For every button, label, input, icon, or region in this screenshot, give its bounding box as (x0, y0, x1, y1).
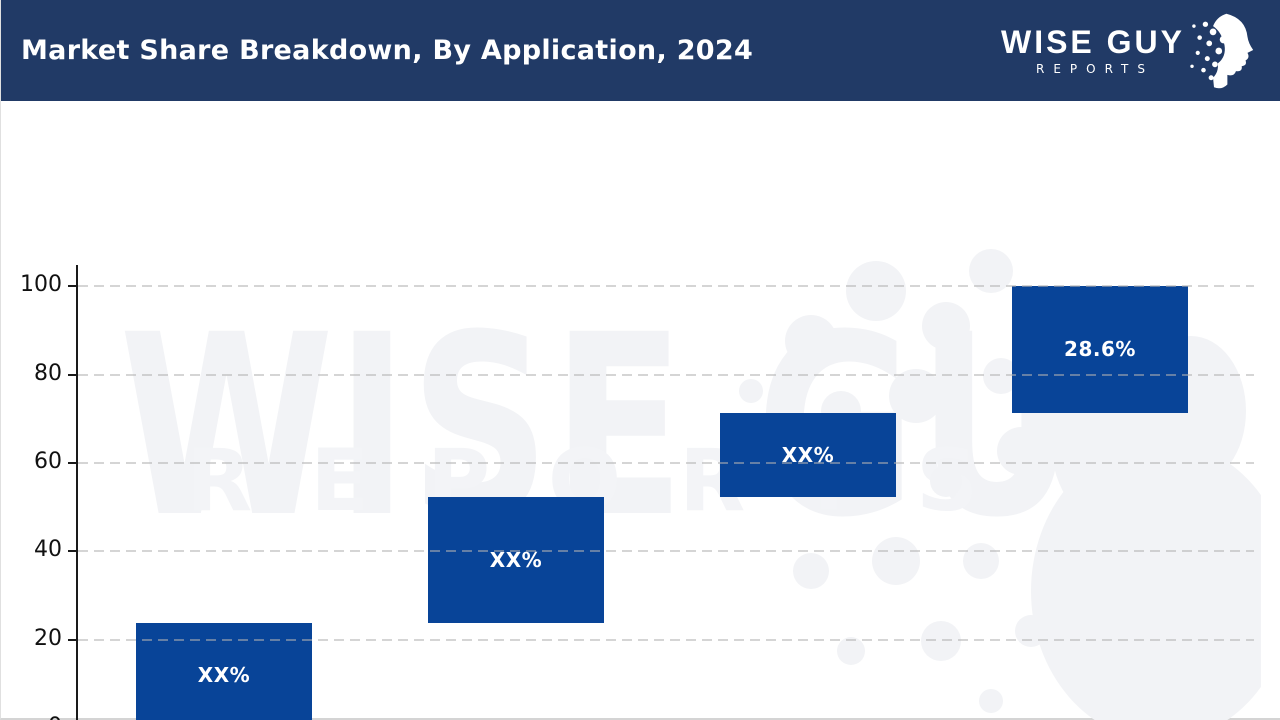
logo-head-icon (1171, 9, 1257, 93)
logo-text: WISE GUY REPORTS (1001, 26, 1185, 76)
gridline-y-60 (78, 461, 1254, 464)
wise-guy-logo: WISE GUY REPORTS (1001, 9, 1257, 93)
page-title: Market Share Breakdown, By Application, … (21, 35, 754, 66)
y-tick-label: 0 (48, 714, 62, 720)
header-bar: Market Share Breakdown, By Application, … (1, 0, 1280, 101)
bar-value-label: XX% (781, 442, 835, 467)
y-tick-20 (68, 638, 77, 641)
chart-area: WISE GU REPORTS 020406080100XX%Material … (1, 101, 1280, 720)
gridline-y-20 (78, 638, 1254, 641)
bar-2 (428, 496, 604, 623)
gridline-y-80 (78, 373, 1254, 376)
y-tick-60 (68, 461, 77, 464)
gridline-y-100 (78, 285, 1254, 288)
gridline-y-40 (78, 550, 1254, 553)
bar-value-label: XX% (489, 547, 543, 572)
y-tick-label: 20 (34, 625, 62, 651)
logo-wordmark: WISE GUY (1000, 23, 1185, 60)
y-tick-label: 80 (34, 360, 62, 386)
bar-value-label: XX% (197, 663, 251, 688)
bar-value-label: 28.6% (1064, 337, 1136, 362)
y-tick-label: 40 (34, 537, 62, 563)
y-tick-40 (68, 550, 77, 553)
plot-region: 020406080100XX%Material AnalysisXX%Quali… (20, 265, 1254, 720)
y-tick-80 (68, 373, 77, 376)
y-tick-label: 100 (20, 272, 62, 298)
y-tick-label: 60 (34, 448, 62, 474)
logo-subtitle: REPORTS (1035, 61, 1154, 76)
y-tick-100 (68, 285, 77, 288)
y-axis-line (76, 265, 78, 720)
